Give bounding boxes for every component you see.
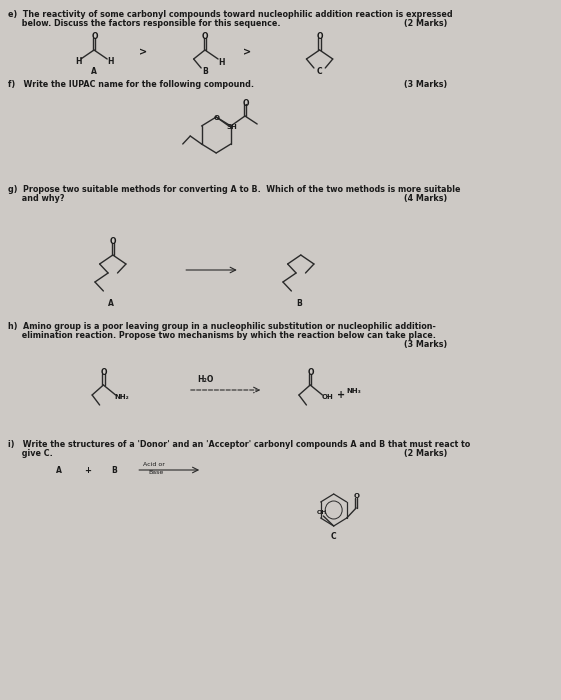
Text: and why?: and why?	[7, 194, 64, 203]
Text: B: B	[202, 67, 208, 76]
Text: C: C	[331, 532, 337, 541]
Text: A: A	[108, 299, 114, 308]
Text: g)  Propose two suitable methods for converting A to B.  Which of the two method: g) Propose two suitable methods for conv…	[7, 185, 460, 194]
Text: >: >	[139, 47, 147, 57]
Text: O: O	[242, 99, 249, 108]
Text: B: B	[296, 299, 302, 308]
Text: O: O	[213, 115, 219, 121]
Text: (2 Marks): (2 Marks)	[404, 19, 448, 28]
Text: H₂O: H₂O	[197, 375, 214, 384]
Text: (4 Marks): (4 Marks)	[404, 194, 448, 203]
Text: NH₂: NH₂	[114, 394, 130, 400]
Text: O: O	[353, 493, 359, 499]
Text: A: A	[57, 466, 62, 475]
Text: +: +	[337, 390, 344, 400]
Text: O: O	[110, 237, 117, 246]
Text: O: O	[202, 32, 209, 41]
Text: +: +	[85, 466, 91, 475]
Text: give C.: give C.	[7, 449, 52, 458]
Text: Acid or: Acid or	[143, 462, 165, 467]
Text: h)  Amino group is a poor leaving group in a nucleophilic substitution or nucleo: h) Amino group is a poor leaving group i…	[7, 322, 435, 331]
Text: OH: OH	[321, 394, 333, 400]
Text: B: B	[111, 466, 117, 475]
Text: >: >	[242, 47, 251, 57]
Text: A: A	[91, 67, 97, 76]
Text: (2 Marks): (2 Marks)	[404, 449, 448, 458]
Text: Base: Base	[149, 470, 164, 475]
Text: (3 Marks): (3 Marks)	[404, 80, 448, 89]
Text: SH: SH	[227, 124, 237, 130]
Text: below. Discuss the factors responsible for this sequence.: below. Discuss the factors responsible f…	[7, 19, 280, 28]
Text: NH₃: NH₃	[346, 388, 361, 394]
Text: elimination reaction. Propose two mechanisms by which the reaction below can tak: elimination reaction. Propose two mechan…	[7, 331, 435, 340]
Text: e)  The reactivity of some carbonyl compounds toward nucleophilic addition react: e) The reactivity of some carbonyl compo…	[7, 10, 452, 19]
Text: H: H	[107, 57, 114, 66]
Text: f)   Write the IUPAC name for the following compound.: f) Write the IUPAC name for the followin…	[7, 80, 254, 89]
Text: H: H	[75, 57, 82, 66]
Text: O: O	[307, 368, 314, 377]
Text: (3 Marks): (3 Marks)	[404, 340, 448, 349]
Text: O: O	[91, 32, 98, 41]
Text: O: O	[100, 368, 107, 377]
Text: C: C	[317, 67, 323, 76]
Text: H: H	[218, 58, 224, 67]
Text: OH: OH	[317, 510, 327, 515]
Text: O: O	[317, 32, 323, 41]
Text: i)   Write the structures of a 'Donor' and an 'Acceptor' carbonyl compounds A an: i) Write the structures of a 'Donor' and…	[7, 440, 470, 449]
